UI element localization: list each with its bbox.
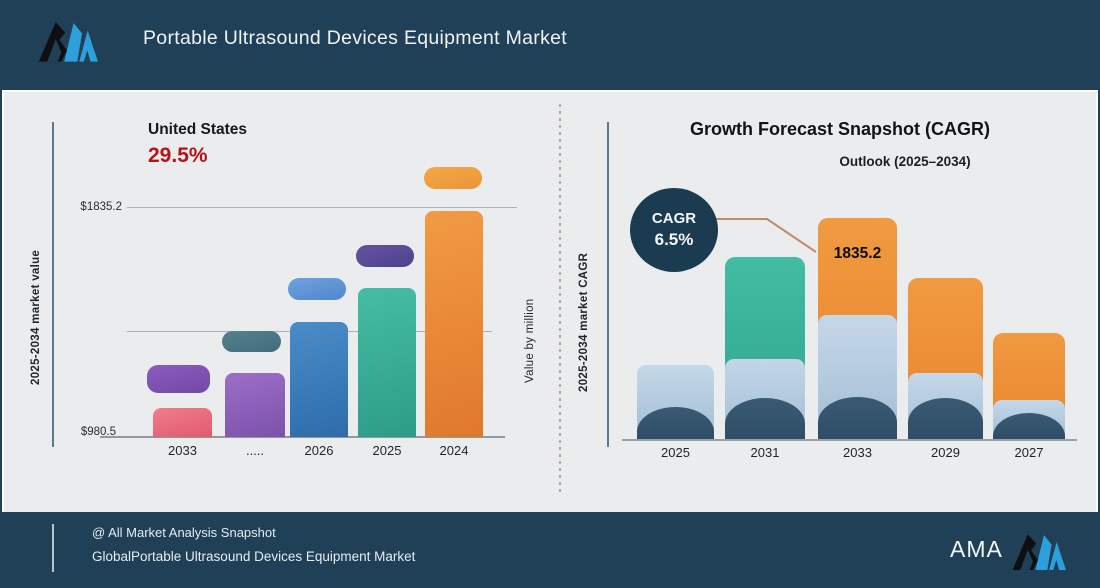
left-chart-y-axis	[52, 122, 54, 447]
left-chart-tick-top: $1835.2	[80, 201, 122, 213]
right-chart-baseline	[622, 439, 1077, 441]
footer-brand-text: AMA	[950, 536, 1003, 562]
left-bar-cap-.....	[222, 331, 281, 352]
right-x-label-2029: 2029	[931, 445, 960, 460]
right-x-label-2027: 2027	[1014, 445, 1044, 460]
right-chart-title: Growth Forecast Snapshot (CAGR)	[689, 119, 991, 139]
left-chart-tick-bottom: $980.5	[80, 426, 116, 438]
left-bar-2026	[290, 322, 348, 437]
right-x-label-2025: 2025	[661, 445, 690, 460]
left-bar-2024	[425, 211, 483, 437]
left-x-label-.....: .....	[245, 443, 265, 458]
cagr-connector-line	[714, 218, 817, 253]
value-by-million-label: Value by million	[524, 298, 536, 383]
right-bar-2031-segment-dome	[725, 398, 805, 439]
footer-divider-line	[52, 524, 54, 572]
right-chart-subtitle: Outlook (2025–2034)	[839, 154, 971, 169]
left-bar-cap-2025	[356, 245, 414, 267]
left-x-label-2026: 2026	[304, 443, 334, 458]
right-x-label-2031: 2031	[750, 445, 780, 460]
left-chart-highlight-value: 29.5%	[148, 144, 208, 167]
right-chart-y-axis	[607, 122, 609, 447]
left-x-label-2025: 2025	[372, 443, 402, 458]
right-bar-value-label-2033: 1835.2	[833, 245, 882, 262]
right-bar-2025-segment-dome	[637, 407, 714, 439]
left-chart-y-axis-label: 2025-2034 market value	[30, 249, 42, 386]
footer-ama-logo-icon	[1012, 534, 1066, 571]
left-bar-2025	[358, 288, 416, 437]
cagr-badge-value: 6.5%	[654, 229, 694, 249]
left-bar-2033	[153, 408, 212, 437]
cagr-badge: CAGR 6.5%	[630, 188, 718, 272]
left-x-label-2033: 2033	[168, 443, 197, 458]
left-chart-baseline	[100, 436, 505, 438]
left-bar-cap-2026	[288, 278, 346, 300]
header: Portable Ultrasound Devices Equipment Ma…	[0, 0, 1100, 90]
right-bar-2033-segment-dome	[818, 397, 897, 439]
left-bar-cap-2024	[424, 167, 482, 189]
right-chart-y-axis-label: 2025-2034 market CAGR	[578, 252, 590, 392]
left-bar-cap-2033	[147, 365, 210, 393]
page-title: Portable Ultrasound Devices Equipment Ma…	[143, 27, 567, 49]
left-chart-gridline-top	[127, 207, 517, 208]
footer-market-text: GlobalPortable Ultrasound Devices Equipm…	[92, 549, 416, 564]
right-bar-2029-segment-dome	[908, 398, 983, 439]
footer: @ All Market Analysis Snapshot GlobalPor…	[0, 512, 1100, 588]
right-x-label-2033: 2033	[843, 445, 872, 460]
ama-logo-icon	[38, 22, 98, 62]
left-x-label-2024: 2024	[439, 443, 469, 458]
charts-divider-dotted-line	[559, 104, 561, 492]
left-bar-.....	[225, 373, 285, 437]
cagr-badge-label: CAGR	[651, 210, 697, 227]
footer-snapshot-text: @ All Market Analysis Snapshot	[92, 525, 276, 540]
left-chart-region-label: United States	[148, 121, 248, 138]
